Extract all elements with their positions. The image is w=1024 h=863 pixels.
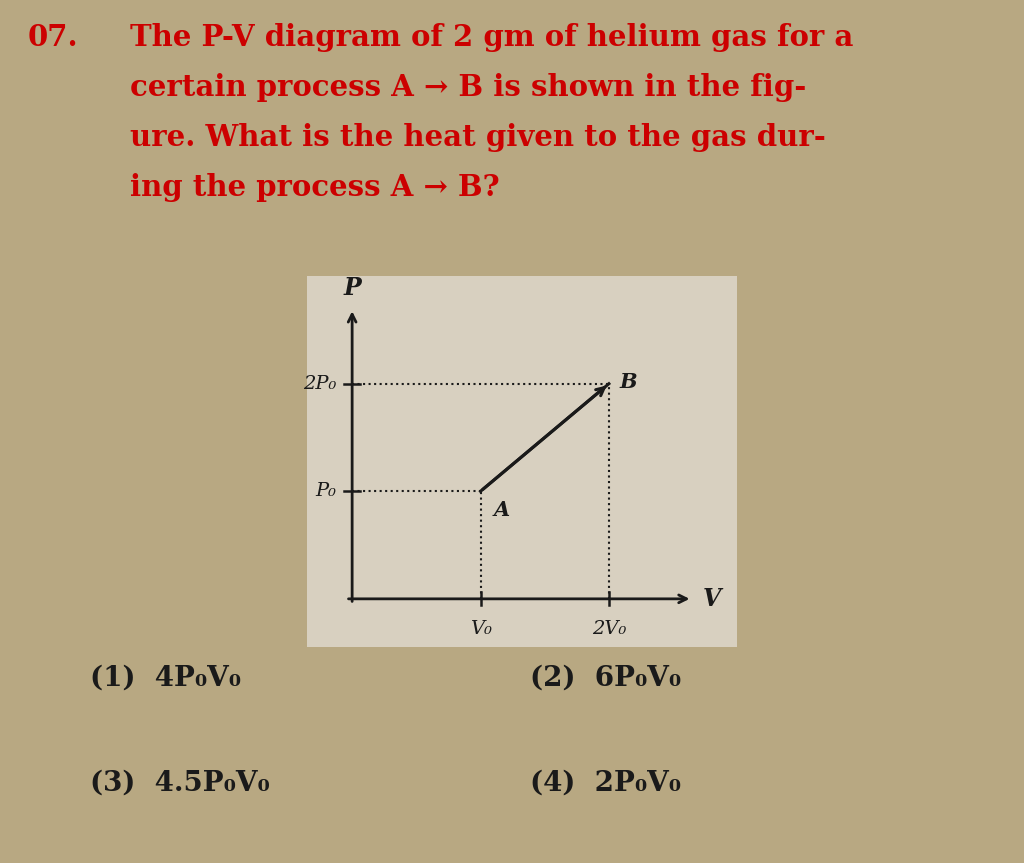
Text: B: B <box>620 372 637 392</box>
Text: A: A <box>494 500 510 520</box>
Text: P₀: P₀ <box>315 482 337 501</box>
Text: (1)  4P₀V₀: (1) 4P₀V₀ <box>90 665 241 691</box>
Text: 07.: 07. <box>28 23 79 52</box>
Text: (3)  4.5P₀V₀: (3) 4.5P₀V₀ <box>90 770 269 797</box>
Text: V: V <box>702 587 721 611</box>
Text: 2V₀: 2V₀ <box>592 620 626 639</box>
Text: The P-V diagram of 2 gm of helium gas for a: The P-V diagram of 2 gm of helium gas fo… <box>130 23 853 52</box>
Text: ing the process A → B?: ing the process A → B? <box>130 173 500 202</box>
Text: P: P <box>343 276 361 299</box>
Text: V₀: V₀ <box>470 620 492 639</box>
Text: 2P₀: 2P₀ <box>303 375 337 393</box>
Text: certain process A → B is shown in the fig-: certain process A → B is shown in the fi… <box>130 73 806 102</box>
Text: (2)  6P₀V₀: (2) 6P₀V₀ <box>530 665 681 691</box>
Text: ure. What is the heat given to the gas dur-: ure. What is the heat given to the gas d… <box>130 123 826 152</box>
Text: (4)  2P₀V₀: (4) 2P₀V₀ <box>530 770 681 797</box>
